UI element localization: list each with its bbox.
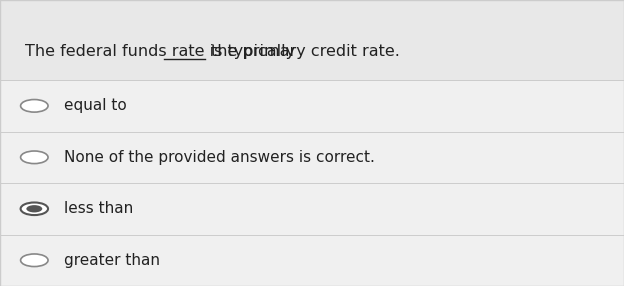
FancyBboxPatch shape [0,0,624,80]
Text: less than: less than [64,201,133,216]
Text: the primary credit rate.: the primary credit rate. [211,44,400,59]
Circle shape [21,151,48,164]
Circle shape [26,205,42,212]
Text: None of the provided answers is correct.: None of the provided answers is correct. [64,150,374,165]
Text: greater than: greater than [64,253,160,268]
Text: equal to: equal to [64,98,127,113]
Circle shape [21,254,48,267]
Circle shape [21,100,48,112]
Circle shape [21,202,48,215]
Text: The federal funds rate is typically: The federal funds rate is typically [25,44,300,59]
